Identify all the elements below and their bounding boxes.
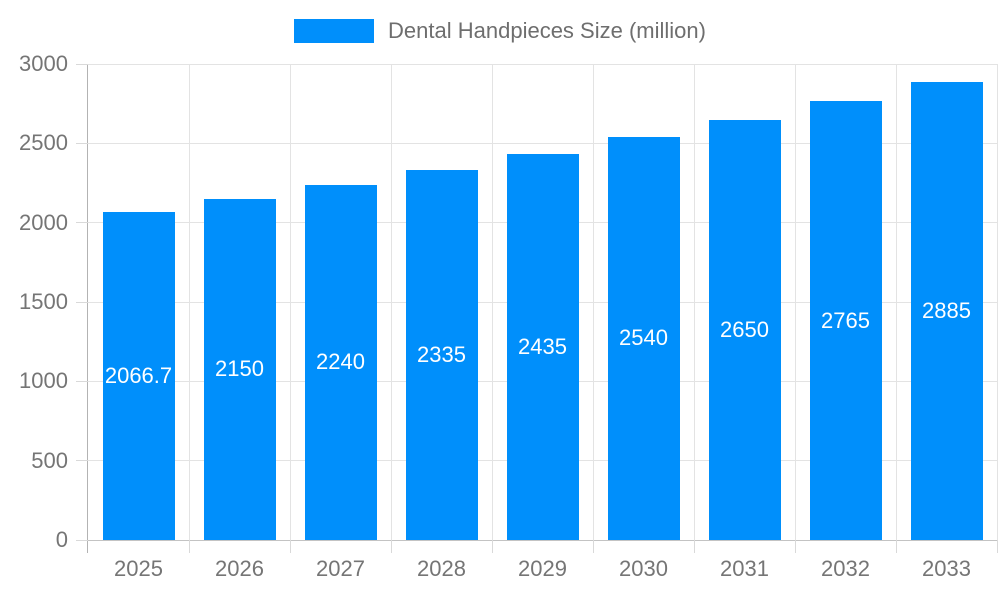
y-axis-tick-label: 2000 xyxy=(19,209,68,235)
y-axis-tick-label: 1000 xyxy=(19,368,68,394)
bar-value-label: 2335 xyxy=(417,341,466,367)
legend: Dental Handpieces Size (million) xyxy=(0,17,1000,45)
x-axis-tick xyxy=(491,540,493,553)
y-axis-tick-label: 2500 xyxy=(19,130,68,156)
x-axis-tick xyxy=(390,540,392,553)
x-axis-tick-label: 2030 xyxy=(619,556,668,581)
bar[interactable]: 2335 xyxy=(405,169,478,540)
gridline-vertical xyxy=(390,64,392,540)
y-axis-tick-label: 500 xyxy=(31,447,68,473)
y-axis-tick xyxy=(76,539,88,541)
bar-value-label: 2240 xyxy=(316,349,365,375)
x-axis-tick-label: 2026 xyxy=(215,556,264,581)
y-axis-tick-label: 3000 xyxy=(19,51,68,76)
x-axis-tick-label: 2029 xyxy=(518,556,567,581)
gridline-horizontal xyxy=(88,63,997,65)
x-axis-tick-label: 2032 xyxy=(821,556,870,581)
x-axis-tick xyxy=(592,540,594,553)
legend-label: Dental Handpieces Size (million) xyxy=(388,18,706,43)
gridline-vertical xyxy=(895,64,897,540)
bar[interactable]: 2435 xyxy=(506,153,579,540)
x-axis-tick xyxy=(996,540,998,553)
bar-value-label: 2540 xyxy=(619,325,668,351)
x-axis-tick-label: 2025 xyxy=(114,556,163,581)
gridline-vertical xyxy=(693,64,695,540)
gridline-vertical xyxy=(188,64,190,540)
y-axis-tick xyxy=(76,380,88,382)
gridline-vertical xyxy=(996,64,998,540)
y-axis-tick xyxy=(76,142,88,144)
x-axis-line xyxy=(88,540,997,541)
gridline-vertical xyxy=(794,64,796,540)
y-axis-tick xyxy=(76,63,88,65)
x-axis-tick xyxy=(188,540,190,553)
x-axis-tick xyxy=(289,540,291,553)
plot-area: 2066.7 2150 2240 2335 2435 2540 2650 2765 2885 xyxy=(88,63,998,540)
x-axis-tick xyxy=(693,540,695,553)
x-axis-tick xyxy=(895,540,897,553)
bar-value-label: 2066.7 xyxy=(104,363,173,389)
x-axis-tick-label: 2028 xyxy=(417,556,466,581)
bar-value-label: 2150 xyxy=(215,356,264,382)
y-axis-tick xyxy=(76,222,88,224)
gridline-vertical xyxy=(592,64,594,540)
bar[interactable]: 2066.7 xyxy=(102,212,175,540)
gridline-vertical xyxy=(289,64,291,540)
legend-item[interactable]: Dental Handpieces Size (million) xyxy=(294,18,706,44)
bar-value-label: 2765 xyxy=(821,307,870,333)
bar[interactable]: 2240 xyxy=(304,184,377,540)
gridline-horizontal xyxy=(88,142,997,144)
bar-value-label: 2435 xyxy=(518,333,567,359)
bar-value-label: 2885 xyxy=(922,298,971,324)
bar[interactable]: 2540 xyxy=(607,136,680,540)
bar[interactable]: 2765 xyxy=(809,101,882,540)
bar[interactable]: 2650 xyxy=(708,119,781,540)
x-axis-tick xyxy=(794,540,796,553)
bar[interactable]: 2150 xyxy=(203,198,276,540)
y-axis-line xyxy=(87,64,88,553)
y-axis-tick xyxy=(76,460,88,462)
x-axis-tick-label: 2031 xyxy=(720,556,769,581)
gridline-vertical xyxy=(491,64,493,540)
x-axis-tick-label: 2027 xyxy=(316,556,365,581)
bar-value-label: 2650 xyxy=(720,316,769,342)
legend-swatch xyxy=(294,19,375,43)
y-axis-tick-label: 0 xyxy=(55,527,68,552)
x-axis-tick-label: 2033 xyxy=(922,556,971,581)
y-axis-tick xyxy=(76,301,88,303)
bar[interactable]: 2885 xyxy=(910,82,983,540)
y-axis-tick-label: 1500 xyxy=(19,289,68,314)
